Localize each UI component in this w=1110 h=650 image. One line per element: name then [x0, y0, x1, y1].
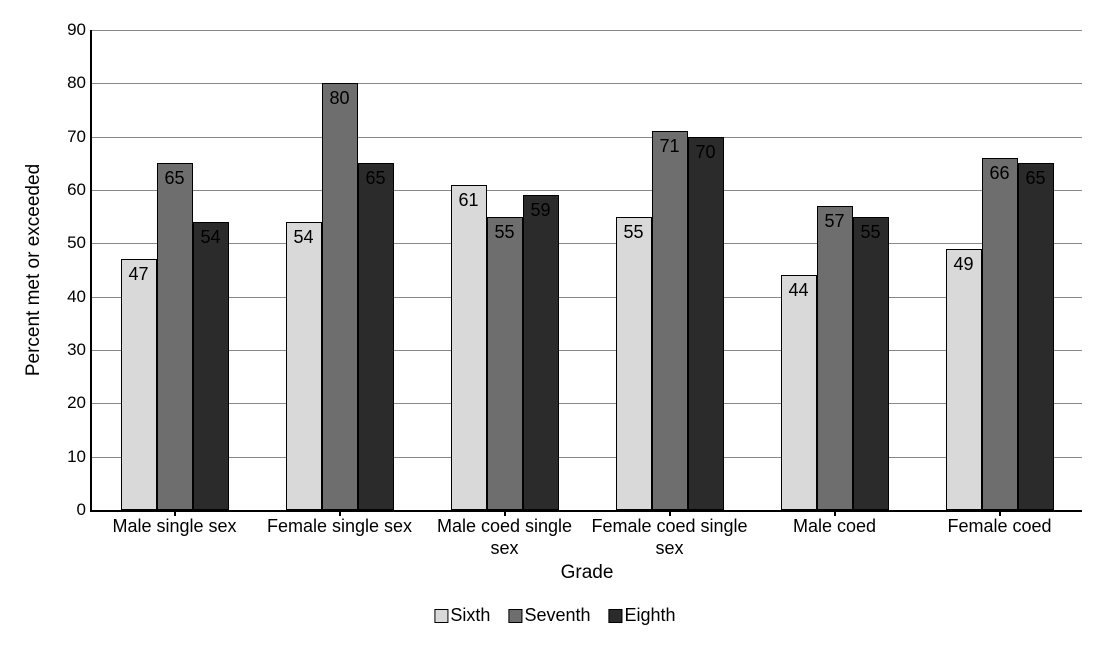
y-tick-label: 70 — [67, 127, 86, 147]
legend-swatch — [609, 609, 623, 623]
bar: 57 — [817, 206, 853, 510]
bar-group: 476554Male single sex — [92, 30, 257, 510]
bar: 47 — [121, 259, 157, 510]
chart-container: Percent met or exceeded Grade 0 10 20 30 40 5… — [20, 20, 1090, 630]
bar-value-label: 54 — [293, 227, 313, 248]
bar: 71 — [652, 131, 688, 510]
y-tick-label: 40 — [67, 287, 86, 307]
bar-value-label: 65 — [1025, 168, 1045, 189]
legend-swatch — [508, 609, 522, 623]
y-tick-label: 0 — [77, 500, 86, 520]
legend-item: Eighth — [609, 605, 676, 626]
bar: 55 — [487, 217, 523, 510]
legend-item: Seventh — [508, 605, 590, 626]
y-tick-label: 20 — [67, 393, 86, 413]
legend-label: Sixth — [450, 605, 490, 626]
y-tick-label: 60 — [67, 180, 86, 200]
bar-value-label: 65 — [365, 168, 385, 189]
bar-value-label: 55 — [860, 222, 880, 243]
bar-group: 548065Female single sex — [257, 30, 422, 510]
bar-group: 445755Male coed — [752, 30, 917, 510]
bar: 61 — [451, 185, 487, 510]
bar-value-label: 54 — [200, 227, 220, 248]
bar: 49 — [946, 249, 982, 510]
bar-value-label: 47 — [128, 264, 148, 285]
bar-value-label: 65 — [164, 168, 184, 189]
x-category-label: Female coed — [920, 516, 1080, 538]
bar-group: 496665Female coed — [917, 30, 1082, 510]
y-tick-label: 30 — [67, 340, 86, 360]
bar: 80 — [322, 83, 358, 510]
legend-label: Eighth — [625, 605, 676, 626]
bar-value-label: 71 — [659, 136, 679, 157]
bar-value-label: 59 — [530, 200, 550, 221]
plot-area: Grade 0102030405060708090476554Male sing… — [90, 30, 1082, 512]
legend: Sixth Seventh Eighth — [434, 605, 675, 626]
bar: 55 — [616, 217, 652, 510]
bar: 70 — [688, 137, 724, 510]
x-category-label: Male coed — [755, 516, 915, 538]
bar-value-label: 61 — [458, 190, 478, 211]
bar-group: 557170Female coed single sex — [587, 30, 752, 510]
bar-value-label: 66 — [989, 163, 1009, 184]
bar-value-label: 55 — [623, 222, 643, 243]
bar: 66 — [982, 158, 1018, 510]
y-tick-label: 80 — [67, 73, 86, 93]
bar-value-label: 57 — [824, 211, 844, 232]
bar: 59 — [523, 195, 559, 510]
y-axis-label: Percent met or exceeded — [23, 164, 45, 376]
legend-swatch — [434, 609, 448, 623]
legend-label: Seventh — [524, 605, 590, 626]
bar-value-label: 70 — [695, 142, 715, 163]
y-tick-label: 50 — [67, 233, 86, 253]
x-category-label: Male single sex — [95, 516, 255, 538]
bar: 54 — [286, 222, 322, 510]
bar-value-label: 44 — [788, 280, 808, 301]
bar-groups: 476554Male single sex548065Female single… — [92, 30, 1082, 510]
bar-value-label: 80 — [329, 88, 349, 109]
bar: 44 — [781, 275, 817, 510]
x-category-label: Female single sex — [260, 516, 420, 538]
legend-item: Sixth — [434, 605, 490, 626]
bar: 65 — [157, 163, 193, 510]
bar: 65 — [358, 163, 394, 510]
y-tick-label: 90 — [67, 20, 86, 40]
x-category-label: Female coed single sex — [590, 516, 750, 559]
bar: 65 — [1018, 163, 1054, 510]
bar-group: 615559Male coed single sex — [422, 30, 587, 510]
x-category-label: Male coed single sex — [425, 516, 585, 559]
bar: 55 — [853, 217, 889, 510]
y-tick-label: 10 — [67, 447, 86, 467]
x-axis-label: Grade — [561, 562, 614, 584]
bar-value-label: 49 — [953, 254, 973, 275]
bar-value-label: 55 — [494, 222, 514, 243]
bar: 54 — [193, 222, 229, 510]
